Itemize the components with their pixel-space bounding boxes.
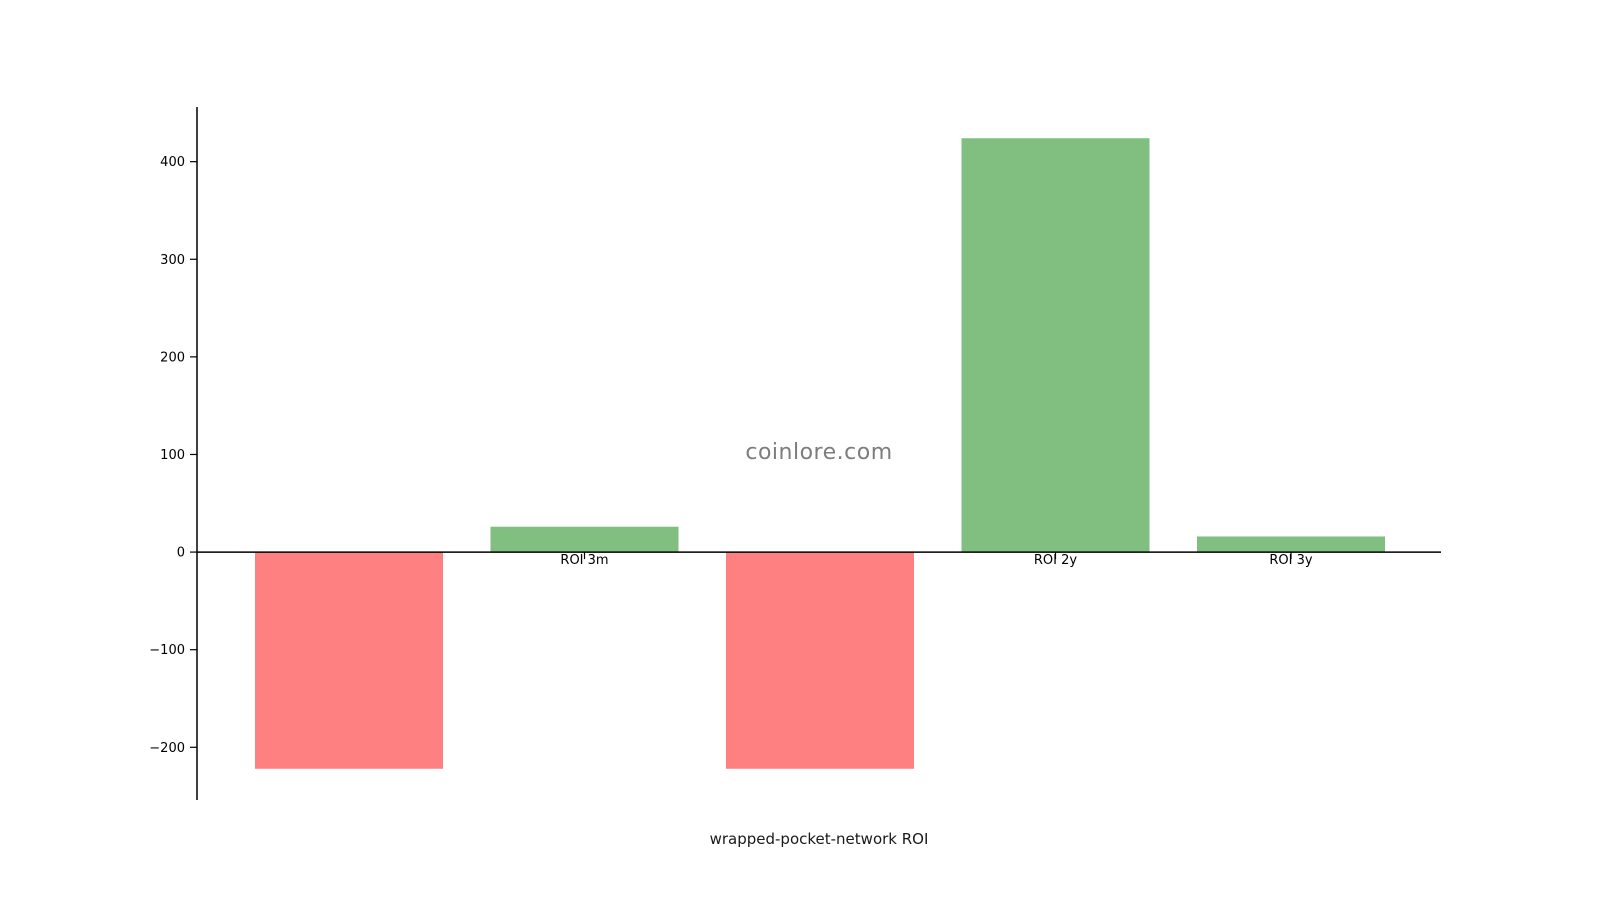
watermark-text: coinlore.com [745,440,893,465]
x-tick-label: ROI 3y [1269,553,1313,568]
chart-title: wrapped-pocket-network ROI [709,830,929,848]
y-tick-label: 300 [160,253,185,268]
y-tick-label: 100 [160,448,185,463]
bar [255,552,443,769]
bar [490,526,679,553]
bar [1197,536,1385,553]
bar [726,552,914,769]
y-tick-label: 0 [177,546,185,561]
x-tick-label: ROI 3m [560,553,608,568]
x-tick-label: ROI 2y [1034,553,1078,568]
y-tick-label: −100 [149,643,185,658]
y-tick-label: 400 [160,155,185,170]
y-tick-label: 200 [160,350,185,365]
bar [961,138,1150,553]
y-tick-label: −200 [149,741,185,756]
